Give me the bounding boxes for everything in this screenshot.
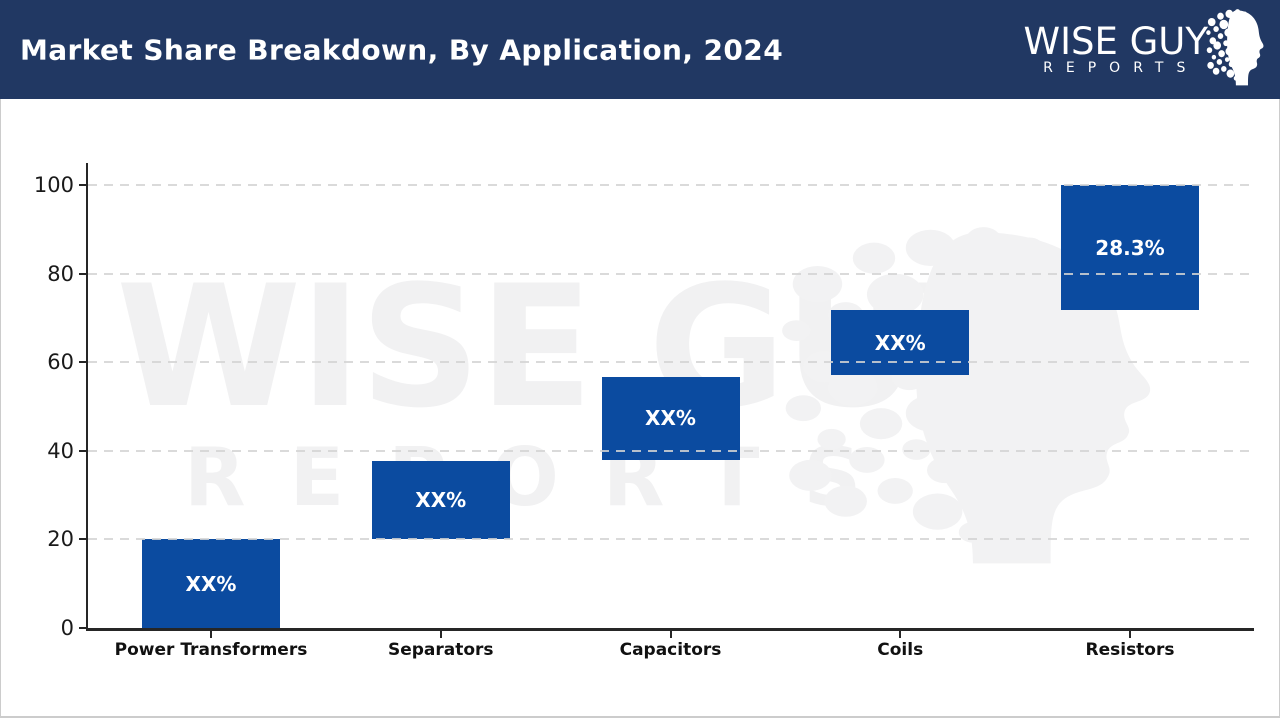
- x-axis-label: Power Transformers: [114, 640, 308, 660]
- y-tick-mark: [79, 627, 87, 629]
- x-tick-mark: [1129, 631, 1131, 638]
- bar-value-label: 28.3%: [1095, 235, 1165, 260]
- gridline: [88, 272, 1253, 275]
- x-axis-label: Capacitors: [619, 640, 722, 660]
- bar-value-label: XX%: [185, 571, 237, 596]
- y-axis-line: [86, 163, 88, 628]
- bar-value-label: XX%: [645, 406, 696, 431]
- logo-head-icon: [1204, 8, 1270, 90]
- y-tick-label: 100: [33, 173, 74, 197]
- page-title: Market Share Breakdown, By Application, …: [20, 33, 784, 66]
- gridline: [88, 538, 1253, 541]
- header-bar: Market Share Breakdown, By Application, …: [0, 0, 1280, 99]
- gridline: [88, 361, 1253, 364]
- y-tick-mark: [79, 361, 87, 364]
- logo-subtitle: REPORTS: [1043, 59, 1199, 76]
- bar-segment: XX%: [601, 377, 740, 460]
- logo-text: WISE GUY REPORTS: [1023, 20, 1208, 76]
- x-axis-line: [86, 628, 1254, 631]
- logo-wordmark: WISE GUY: [1023, 20, 1208, 64]
- gridline: [88, 449, 1253, 452]
- x-axis-label: Separators: [387, 640, 494, 660]
- x-tick-mark: [669, 631, 672, 638]
- y-tick-label: 20: [47, 527, 74, 552]
- bar-segment: 28.3%: [1061, 185, 1199, 311]
- y-tick-mark: [79, 449, 87, 452]
- x-axis-label: Coils: [877, 640, 924, 660]
- x-tick-mark: [899, 631, 902, 638]
- gridline: [88, 184, 1253, 186]
- bar-segment: XX%: [831, 310, 970, 376]
- y-tick-mark: [79, 538, 87, 541]
- x-axis-label: Resistors: [1085, 640, 1175, 660]
- y-tick-label: 80: [47, 261, 74, 286]
- bar-value-label: XX%: [415, 488, 467, 513]
- y-tick-mark: [79, 272, 87, 275]
- y-tick-label: 0: [60, 616, 74, 640]
- y-tick-label: 40: [47, 438, 74, 463]
- bar-value-label: XX%: [874, 330, 926, 355]
- x-tick-mark: [439, 631, 442, 638]
- bar-segment: XX%: [142, 539, 280, 628]
- wise-guy-reports-logo: WISE GUY REPORTS: [1024, 8, 1270, 90]
- bar-segment: XX%: [371, 461, 510, 540]
- y-tick-mark: [79, 184, 87, 186]
- y-tick-label: 60: [47, 350, 74, 375]
- x-tick-mark: [210, 631, 212, 638]
